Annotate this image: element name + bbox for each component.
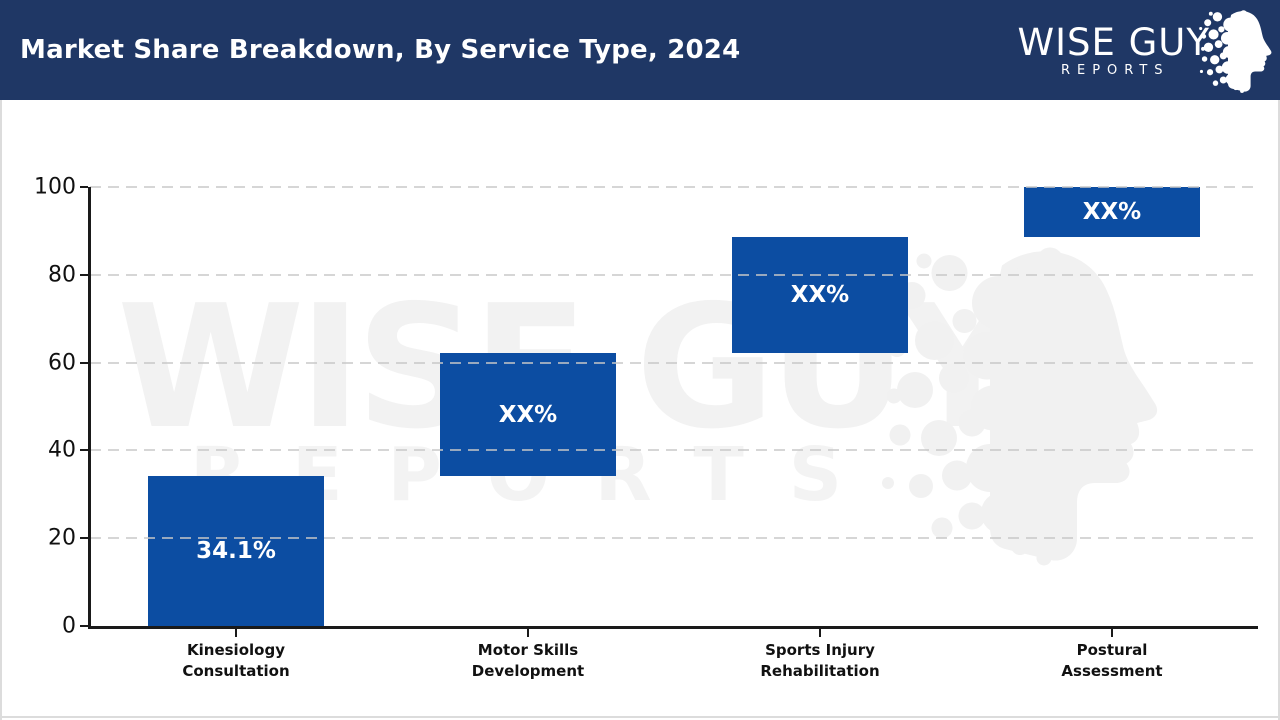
- x-axis-spine: [88, 626, 1258, 629]
- bar-value-label: XX%: [498, 401, 558, 428]
- x-category-label-1: Kinesiology Consultation: [182, 641, 290, 680]
- y-tick-label-60: 60: [48, 350, 76, 376]
- header-bar: Market Share Breakdown, By Service Type,…: [0, 0, 1280, 100]
- gridline-20: [90, 537, 1258, 540]
- bar-value-label: XX%: [790, 282, 850, 309]
- chart-canvas: WISE GUY REPORTS 34.1%XX%XX%XX% 02040608…: [0, 100, 1280, 720]
- bar-segment-4: XX%: [1024, 187, 1200, 238]
- logo-text-block: WISE GUY REPORTS: [1018, 24, 1210, 77]
- y-tick-label-100: 100: [34, 174, 76, 200]
- footer-divider: [2, 716, 1278, 718]
- gridline-40: [90, 449, 1258, 452]
- plot-area: 34.1% XX% XX% XX%: [80, 186, 1258, 637]
- y-tick-mark: [80, 537, 88, 540]
- bar-segment-2: XX%: [440, 352, 616, 477]
- bar-segment-1: 34.1%: [148, 476, 324, 626]
- y-tick-mark: [80, 625, 88, 627]
- gridline-60: [90, 361, 1258, 364]
- x-category-label-3: Sports Injury Rehabilitation: [760, 641, 880, 680]
- wise-guy-logo: WISE GUY REPORTS: [1018, 5, 1280, 95]
- y-tick-label-80: 80: [48, 262, 76, 288]
- logo-name-text: WISE GUY: [1017, 20, 1210, 64]
- y-tick-label-20: 20: [48, 525, 76, 551]
- page-title: Market Share Breakdown, By Service Type,…: [20, 35, 741, 65]
- x-tick-mark: [527, 629, 529, 637]
- y-tick-mark: [80, 361, 88, 364]
- x-category-label-4: Postural Assessment: [1061, 641, 1163, 680]
- bar-segment-3: XX%: [732, 237, 908, 353]
- gridline-100: [90, 186, 1258, 188]
- logo-reports-text: REPORTS: [1060, 62, 1170, 78]
- y-tick-label-0: 0: [62, 613, 76, 639]
- y-tick-mark: [80, 273, 88, 276]
- bar-value-label: XX%: [1082, 199, 1142, 226]
- y-tick-mark: [80, 186, 88, 188]
- x-category-label-2: Motor Skills Development: [471, 641, 585, 680]
- x-tick-mark: [235, 629, 237, 637]
- y-tick-mark: [80, 449, 88, 452]
- x-tick-mark: [1111, 629, 1113, 637]
- logo-face-icon: [1196, 5, 1274, 95]
- x-tick-mark: [819, 629, 821, 637]
- bar-value-label: 34.1%: [196, 538, 276, 565]
- gridline-80: [90, 273, 1258, 276]
- y-axis-spine: [88, 187, 91, 629]
- y-tick-label-40: 40: [48, 437, 76, 463]
